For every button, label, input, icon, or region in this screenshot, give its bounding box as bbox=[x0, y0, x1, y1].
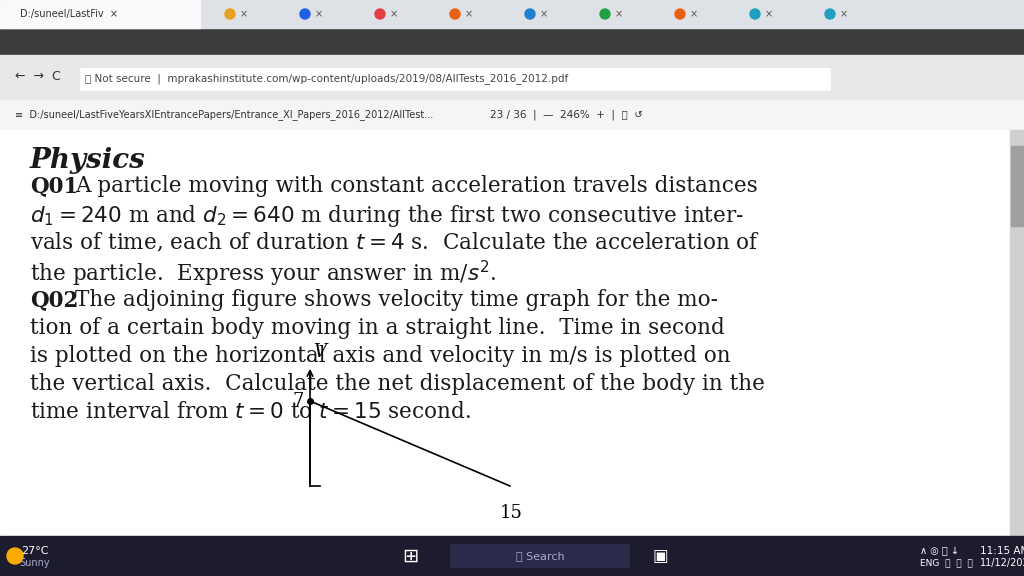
Text: ENG  📶  🔊  🔋: ENG 📶 🔊 🔋 bbox=[920, 559, 973, 567]
Bar bbox=[1010, 130, 1024, 576]
Text: the particle.  Express your answer in m/$s^2$.: the particle. Express your answer in m/$… bbox=[30, 259, 497, 289]
Text: time interval from $t = 0$ to $t = 15$ second.: time interval from $t = 0$ to $t = 15$ s… bbox=[30, 401, 471, 423]
Text: ×: × bbox=[765, 9, 773, 19]
Bar bbox=[0, 536, 1024, 576]
Text: 15: 15 bbox=[500, 504, 523, 522]
Text: ×: × bbox=[540, 9, 548, 19]
Text: 🔒 Not secure  |  mprakashinstitute.com/wp-content/uploads/2019/08/AllTests_2016_: 🔒 Not secure | mprakashinstitute.com/wp-… bbox=[85, 74, 568, 85]
Circle shape bbox=[300, 9, 310, 19]
Circle shape bbox=[600, 9, 610, 19]
Circle shape bbox=[450, 9, 460, 19]
Text: $d_1 = 240$ m and $d_2 = 640$ m during the first two consecutive inter-: $d_1 = 240$ m and $d_2 = 640$ m during t… bbox=[30, 203, 744, 229]
Text: ←  →  C: ← → C bbox=[15, 70, 60, 84]
Bar bbox=[0, 100, 1024, 130]
Text: Sunny: Sunny bbox=[19, 558, 50, 568]
Circle shape bbox=[825, 9, 835, 19]
Text: ×: × bbox=[465, 9, 473, 19]
Text: ≡  D:/suneel/LastFiveYearsXIEntrancePapers/Entrance_XI_Papers_2016_2012/AllTest.: ≡ D:/suneel/LastFiveYearsXIEntrancePaper… bbox=[15, 109, 433, 120]
Bar bbox=[0, 0, 1024, 28]
Circle shape bbox=[675, 9, 685, 19]
Bar bbox=[0, 0, 200, 28]
Text: ×: × bbox=[390, 9, 398, 19]
Circle shape bbox=[375, 9, 385, 19]
Text: ⊞: ⊞ bbox=[401, 547, 418, 566]
Text: V: V bbox=[313, 343, 326, 361]
Bar bbox=[80, 68, 830, 90]
Bar bbox=[0, 55, 1024, 100]
Text: ×: × bbox=[615, 9, 624, 19]
Text: ×: × bbox=[240, 9, 248, 19]
Text: Q01: Q01 bbox=[30, 175, 79, 197]
Text: 🔍 Search: 🔍 Search bbox=[516, 551, 564, 561]
Text: the vertical axis.  Calculate the net displacement of the body in the: the vertical axis. Calculate the net dis… bbox=[30, 373, 765, 395]
Circle shape bbox=[750, 9, 760, 19]
Text: ×: × bbox=[315, 9, 324, 19]
Text: D:/suneel/LastFiv  ×: D:/suneel/LastFiv × bbox=[20, 9, 118, 19]
Text: 23 / 36  |  —  246%  +  |  ⧉  ↺: 23 / 36 | — 246% + | ⧉ ↺ bbox=[490, 110, 643, 120]
Circle shape bbox=[225, 9, 234, 19]
Bar bbox=[0, 0, 1024, 55]
Text: A particle moving with constant acceleration travels distances: A particle moving with constant accelera… bbox=[75, 175, 758, 197]
Text: ×: × bbox=[690, 9, 698, 19]
Bar bbox=[450, 544, 630, 568]
Text: The adjoining figure shows velocity time graph for the mo-: The adjoining figure shows velocity time… bbox=[75, 289, 718, 311]
Text: Physics: Physics bbox=[30, 147, 145, 174]
Text: ∧ ◎ ⓖ ↓: ∧ ◎ ⓖ ↓ bbox=[920, 546, 959, 556]
Text: vals of time, each of duration $t = 4$ s.  Calculate the acceleration of: vals of time, each of duration $t = 4$ s… bbox=[30, 231, 760, 254]
Bar bbox=[1011, 146, 1023, 226]
Text: tion of a certain body moving in a straight line.  Time in second: tion of a certain body moving in a strai… bbox=[30, 317, 725, 339]
Bar bbox=[0, 130, 1010, 576]
Text: 11/12/2022: 11/12/2022 bbox=[980, 558, 1024, 568]
Text: is plotted on the horizontal axis and velocity in m/s is plotted on: is plotted on the horizontal axis and ve… bbox=[30, 345, 731, 367]
Text: 11:15 AM: 11:15 AM bbox=[980, 546, 1024, 556]
Text: ▣: ▣ bbox=[652, 547, 668, 565]
Circle shape bbox=[7, 548, 23, 564]
Circle shape bbox=[525, 9, 535, 19]
Text: 7: 7 bbox=[292, 392, 303, 410]
Text: 27°C: 27°C bbox=[22, 546, 49, 556]
Text: Q02: Q02 bbox=[30, 289, 79, 311]
Text: ×: × bbox=[840, 9, 848, 19]
